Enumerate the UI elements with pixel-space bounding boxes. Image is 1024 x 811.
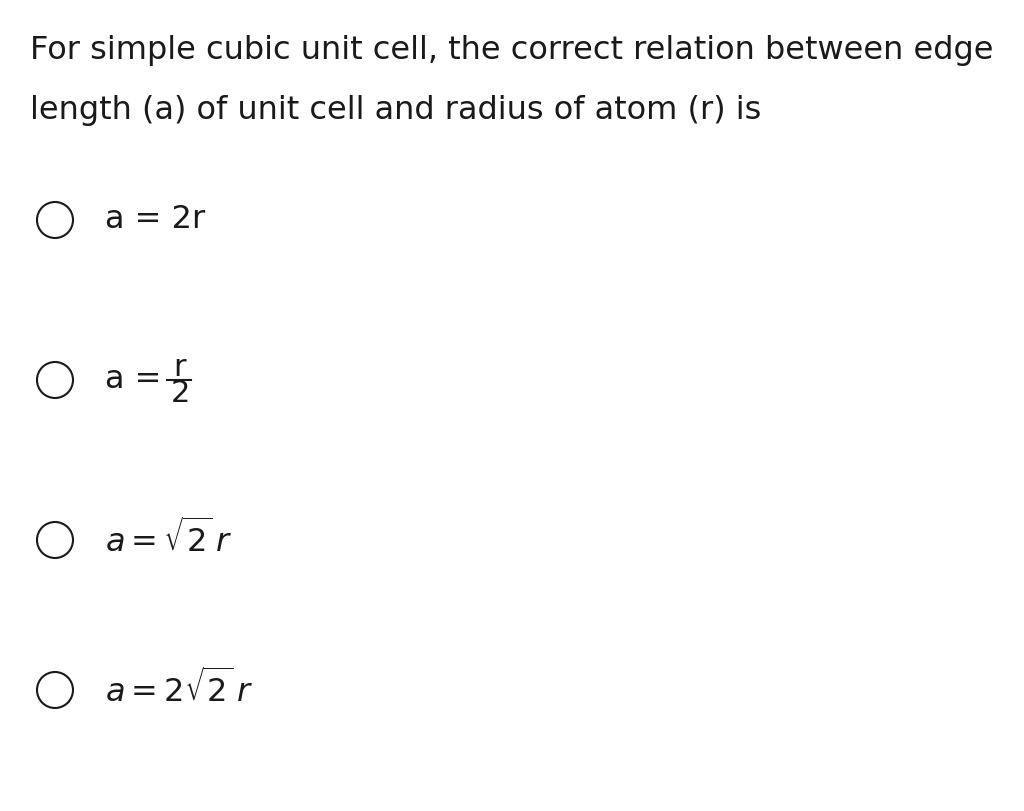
Text: $a = \sqrt{2}\,r$: $a = \sqrt{2}\,r$ bbox=[105, 520, 232, 560]
Text: length (a) of unit cell and radius of atom (r) is: length (a) of unit cell and radius of at… bbox=[30, 95, 762, 126]
Text: a = 2r: a = 2r bbox=[105, 204, 205, 235]
Text: For simple cubic unit cell, the correct relation between edge: For simple cubic unit cell, the correct … bbox=[30, 35, 993, 66]
Text: a =: a = bbox=[105, 364, 171, 396]
Text: $a = 2\sqrt{2}\,r$: $a = 2\sqrt{2}\,r$ bbox=[105, 670, 253, 710]
Text: 2: 2 bbox=[171, 379, 190, 407]
Text: r: r bbox=[173, 353, 185, 381]
